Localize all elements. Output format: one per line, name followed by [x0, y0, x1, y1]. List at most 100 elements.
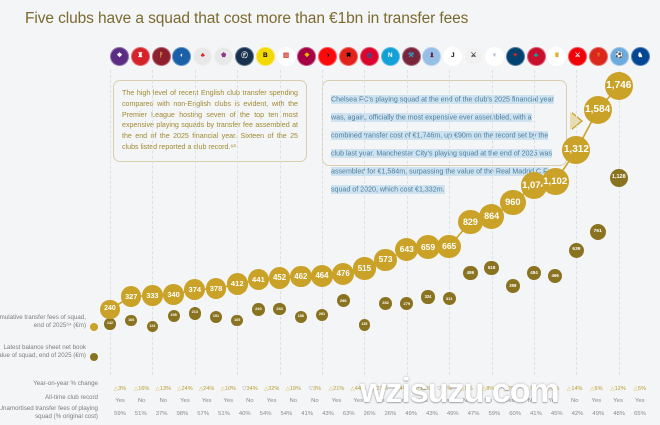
- bubble-net-book-value: 398: [505, 279, 520, 293]
- bubble-net-book-value: 240: [252, 303, 265, 316]
- data-cell: △10%: [415, 385, 431, 392]
- page-title: Five clubs have a squad that cost more t…: [25, 10, 469, 27]
- club-badge-icon: ♚: [214, 46, 234, 66]
- club-badge-icon: ♜: [130, 46, 150, 66]
- bubble-net-book-value: 198: [167, 309, 180, 322]
- bubble-cumulative-fee: 327: [120, 286, 142, 307]
- data-cell: △5%: [460, 385, 473, 392]
- club-badge-icon: ◐: [172, 46, 192, 66]
- data-cell: 41%: [530, 410, 542, 417]
- bubble-net-book-value: 201: [315, 309, 329, 322]
- data-cell: △10%: [220, 385, 237, 392]
- data-cell: △24%: [198, 385, 215, 392]
- club-badge-icon: ❖: [110, 46, 129, 66]
- data-cell: 43%: [322, 410, 334, 417]
- club-badge-icon: ✖: [339, 46, 359, 66]
- bubble-chart-plot: 142 166 124 198 213 191 165 240 243 188 201 298 135 2…: [100, 70, 652, 375]
- data-cell: 65%: [634, 410, 646, 417]
- data-cell: Yes: [613, 397, 623, 404]
- bubble-net-book-value: 135: [358, 319, 371, 331]
- club-badge-icon: ⚒: [401, 46, 421, 66]
- bubble-cumulative-fee: 515: [353, 257, 376, 280]
- data-cell: Yes: [418, 397, 428, 404]
- data-cell: Yes: [353, 397, 364, 404]
- club-badge-icon: ⚔: [464, 46, 484, 66]
- triangle-up-icon: △: [113, 385, 119, 392]
- data-cell: No: [159, 397, 168, 404]
- bubble-cumulative-fee: 476: [332, 263, 355, 286]
- data-cell: △13%: [155, 385, 172, 392]
- data-cell: No: [246, 397, 254, 404]
- data-cell: 63%: [342, 410, 355, 417]
- bubble-cumulative-fee: 665: [437, 234, 461, 259]
- bubble-cumulative-fee: 1,102: [541, 168, 569, 195]
- data-cell: Yes: [223, 397, 234, 404]
- bubble-cumulative-fee: 1,312: [562, 136, 591, 165]
- chart-gridline: [279, 70, 281, 375]
- triangle-up-icon: △: [590, 385, 595, 392]
- chart-gridline: [364, 70, 366, 375]
- data-cell: No: [311, 397, 319, 404]
- data-cell: Yes: [634, 397, 645, 404]
- triangle-up-icon: △: [155, 385, 160, 392]
- chart-gridline: [110, 70, 111, 375]
- data-cell: △44%: [350, 385, 366, 392]
- club-badge-icon: ♞: [630, 46, 650, 66]
- bubble-cumulative-fee: 374: [184, 279, 206, 300]
- data-cell: △19%: [285, 385, 301, 392]
- data-cell: Yes: [505, 397, 515, 404]
- club-badge-icon: Ⓕ: [234, 46, 254, 66]
- data-cell: △6%: [590, 385, 603, 392]
- club-badge-icon: ✦: [505, 46, 525, 66]
- data-cell: 26%: [363, 410, 376, 417]
- data-cell: Yes: [180, 397, 190, 404]
- bubble-net-book-value: 188: [294, 311, 307, 324]
- chart-gridline: [406, 70, 408, 375]
- data-cell: 37%: [155, 410, 168, 417]
- club-badge-icon: ❖: [297, 46, 317, 66]
- data-cell: △9%: [546, 385, 560, 392]
- legend-label: Latest balance sheet net book value of s…: [0, 344, 86, 360]
- data-cell: △7%: [525, 385, 538, 392]
- triangle-up-icon: △: [481, 385, 487, 392]
- data-cell: 51%: [134, 410, 147, 417]
- club-badge-icon: ♛: [547, 46, 567, 66]
- data-cell: 54%: [280, 410, 293, 417]
- data-cell: 45%: [550, 410, 563, 417]
- data-cell: 49%: [446, 410, 459, 417]
- bubble-cumulative-fee: 1,746: [604, 72, 633, 100]
- data-cell: No: [137, 397, 146, 404]
- data-cell: 51%: [218, 410, 230, 417]
- bubble-cumulative-fee: 340: [163, 284, 184, 305]
- data-cell: 43%: [426, 410, 438, 417]
- data-cell: No: [289, 397, 298, 404]
- data-cell: 98%: [176, 410, 189, 417]
- data-cell: 47%: [467, 410, 480, 417]
- data-cell: 59%: [114, 410, 126, 417]
- bubble-net-book-value: 639: [568, 242, 585, 258]
- club-badge-icon: ◑: [318, 46, 338, 66]
- data-cell: △4%: [395, 385, 408, 392]
- triangle-up-icon: △: [610, 385, 615, 392]
- data-cell: Yes: [201, 397, 212, 404]
- bubble-net-book-value: 124: [146, 320, 158, 333]
- bubble-net-book-value: 484: [526, 266, 542, 281]
- callout-left-text: The high level of recent English club tr…: [122, 89, 298, 151]
- data-cell: Yes: [375, 397, 385, 404]
- bubble-cumulative-fee: 240: [100, 299, 120, 320]
- data-cell: Yes: [115, 397, 125, 404]
- club-badge-icon: ᚹ: [151, 46, 171, 66]
- data-cell: 26%: [384, 410, 397, 417]
- data-cell: No: [484, 397, 492, 404]
- data-cell: △21%: [328, 385, 345, 392]
- bubble-cumulative-fee: 378: [205, 278, 227, 300]
- bubble-cumulative-fee: 412: [226, 273, 248, 295]
- series-connector-line: [109, 85, 620, 311]
- legend-color-dot: [90, 353, 98, 361]
- triangle-up-icon: △: [460, 385, 465, 392]
- bubble-net-book-value: 279: [400, 297, 414, 311]
- chart-gridline: [237, 70, 239, 375]
- bubble-cumulative-fee: 464: [311, 265, 333, 288]
- data-cell: 49%: [592, 410, 605, 417]
